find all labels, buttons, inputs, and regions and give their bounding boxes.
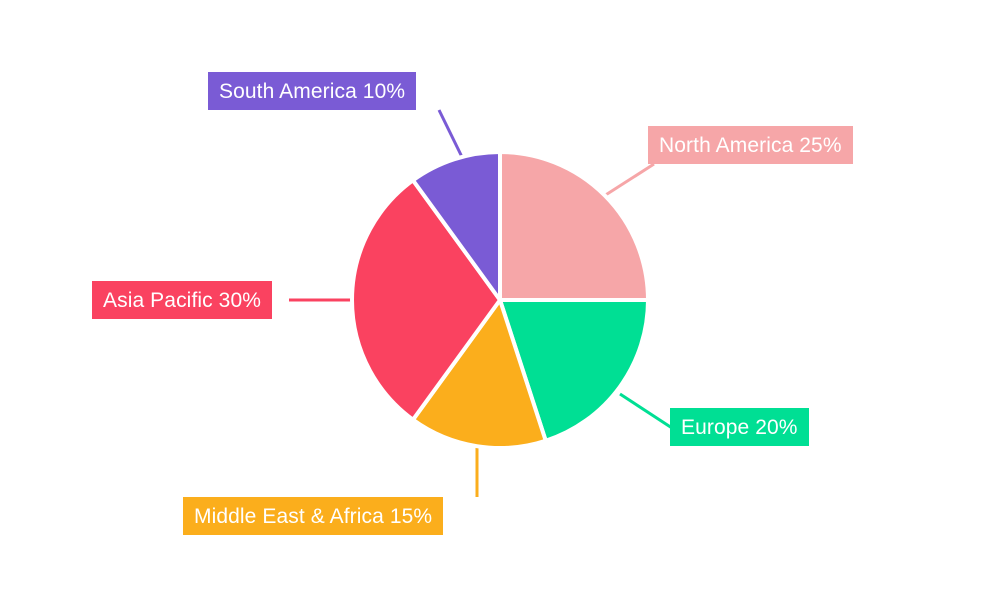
pie-slice-europe[interactable] (498, 298, 650, 443)
slice-label-text: Middle East & Africa 15% (194, 504, 433, 528)
leader-line-north-america (603, 162, 655, 198)
pie-slice-asia-pacific[interactable] (350, 178, 502, 422)
slice-label-text: Europe 20% (681, 415, 798, 439)
slice-label-south-america[interactable]: South America 10% (208, 72, 417, 110)
leader-line-south-america (437, 109, 464, 158)
slice-label-asia-pacific[interactable]: Asia Pacific 30% (92, 281, 273, 319)
slice-label-middle-east-africa[interactable]: Middle East & Africa 15% (183, 497, 444, 535)
slice-label-europe[interactable]: Europe 20% (670, 408, 809, 446)
leader-line-europe (619, 392, 673, 430)
pie-slice-north-america[interactable] (498, 150, 650, 302)
slice-label-text: Asia Pacific 30% (103, 288, 262, 312)
slice-label-text: North America 25% (659, 133, 842, 157)
pie-slice-middle-east-africa[interactable] (411, 298, 548, 450)
slice-label-text: South America 10% (219, 79, 406, 103)
slice-label-north-america[interactable]: North America 25% (648, 126, 853, 164)
pie-slices-group (350, 150, 650, 450)
pie-slice-south-america[interactable] (411, 150, 502, 302)
